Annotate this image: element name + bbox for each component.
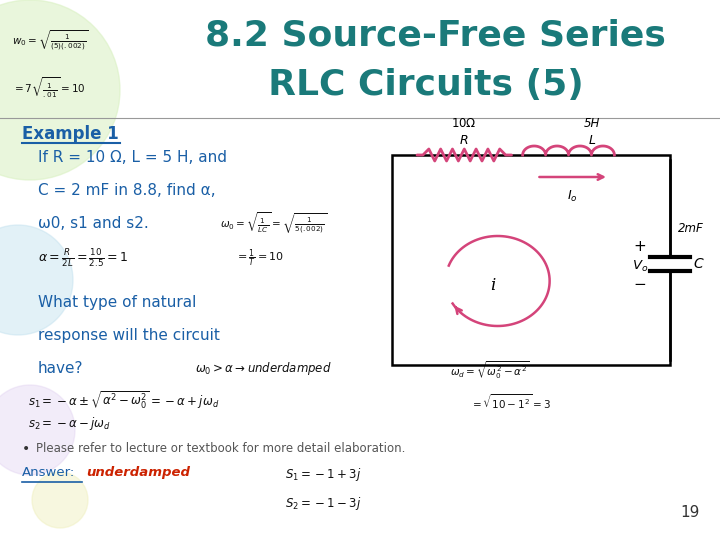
Text: Example 1: Example 1	[22, 125, 119, 143]
Text: If R = 10 Ω, L = 5 H, and: If R = 10 Ω, L = 5 H, and	[38, 150, 227, 165]
Text: $S_2=-1-3j$: $S_2=-1-3j$	[285, 495, 361, 512]
Text: underdamped: underdamped	[86, 466, 190, 479]
Text: $=\sqrt{10-1^2}=3$: $=\sqrt{10-1^2}=3$	[470, 392, 551, 410]
Text: $\omega_0>\alpha\rightarrow underdamped$: $\omega_0>\alpha\rightarrow underdamped$	[195, 360, 332, 377]
Text: R: R	[460, 134, 469, 147]
Circle shape	[0, 0, 120, 180]
Text: 8.2 Source-Free Series: 8.2 Source-Free Series	[205, 18, 666, 52]
Text: •: •	[22, 442, 30, 456]
Circle shape	[0, 225, 73, 335]
Text: 2mF: 2mF	[678, 222, 703, 235]
Text: $\omega_d=\sqrt{\omega_0^2-\alpha^2}$: $\omega_d=\sqrt{\omega_0^2-\alpha^2}$	[450, 360, 529, 381]
Text: $=\frac{1}{T}=10$: $=\frac{1}{T}=10$	[235, 248, 284, 269]
Text: response will the circuit: response will the circuit	[38, 328, 220, 343]
Text: $I_o$: $I_o$	[567, 189, 578, 204]
Text: −: −	[634, 276, 647, 292]
Circle shape	[0, 385, 75, 475]
Text: $\omega_0=\sqrt{\frac{1}{LC}}=\sqrt{\frac{1}{5(.002)}}$: $\omega_0=\sqrt{\frac{1}{LC}}=\sqrt{\fra…	[220, 210, 328, 235]
Text: C = 2 mF in 8.8, find α,: C = 2 mF in 8.8, find α,	[38, 183, 215, 198]
Text: $s_2=-\alpha-j\omega_d$: $s_2=-\alpha-j\omega_d$	[28, 415, 111, 432]
Text: $V_o$: $V_o$	[632, 259, 648, 274]
Text: L: L	[589, 134, 595, 147]
Text: +: +	[634, 239, 647, 254]
Text: $w_0=\sqrt{\frac{1}{(5)(.002)}}$: $w_0=\sqrt{\frac{1}{(5)(.002)}}$	[12, 28, 89, 52]
Text: C: C	[693, 257, 703, 271]
Text: i: i	[490, 278, 495, 294]
Text: Please refer to lecture or textbook for more detail elaboration.: Please refer to lecture or textbook for …	[36, 442, 405, 455]
Text: $s_1=-\alpha\pm\sqrt{\alpha^2-\omega_0^2}=-\alpha+j\omega_d$: $s_1=-\alpha\pm\sqrt{\alpha^2-\omega_0^2…	[28, 390, 220, 411]
Text: $10\Omega$: $10\Omega$	[451, 117, 477, 130]
Text: 19: 19	[680, 505, 700, 520]
Circle shape	[32, 472, 88, 528]
Text: $\alpha=\frac{R}{2L}=\frac{10}{2.5}=1$: $\alpha=\frac{R}{2L}=\frac{10}{2.5}=1$	[38, 247, 128, 269]
Text: 5H: 5H	[584, 117, 600, 130]
Text: $S_1=-1+3j$: $S_1=-1+3j$	[285, 466, 361, 483]
Text: $=7\sqrt{\frac{1}{.01}}=10$: $=7\sqrt{\frac{1}{.01}}=10$	[12, 75, 86, 99]
Text: Answer:: Answer:	[22, 466, 76, 479]
Text: ω0, s1 and s2.: ω0, s1 and s2.	[38, 216, 149, 231]
Bar	[392, 155, 670, 365]
Text: What type of natural: What type of natural	[38, 295, 197, 310]
Text: RLC Circuits (5): RLC Circuits (5)	[205, 68, 584, 102]
Text: have?: have?	[38, 361, 84, 376]
